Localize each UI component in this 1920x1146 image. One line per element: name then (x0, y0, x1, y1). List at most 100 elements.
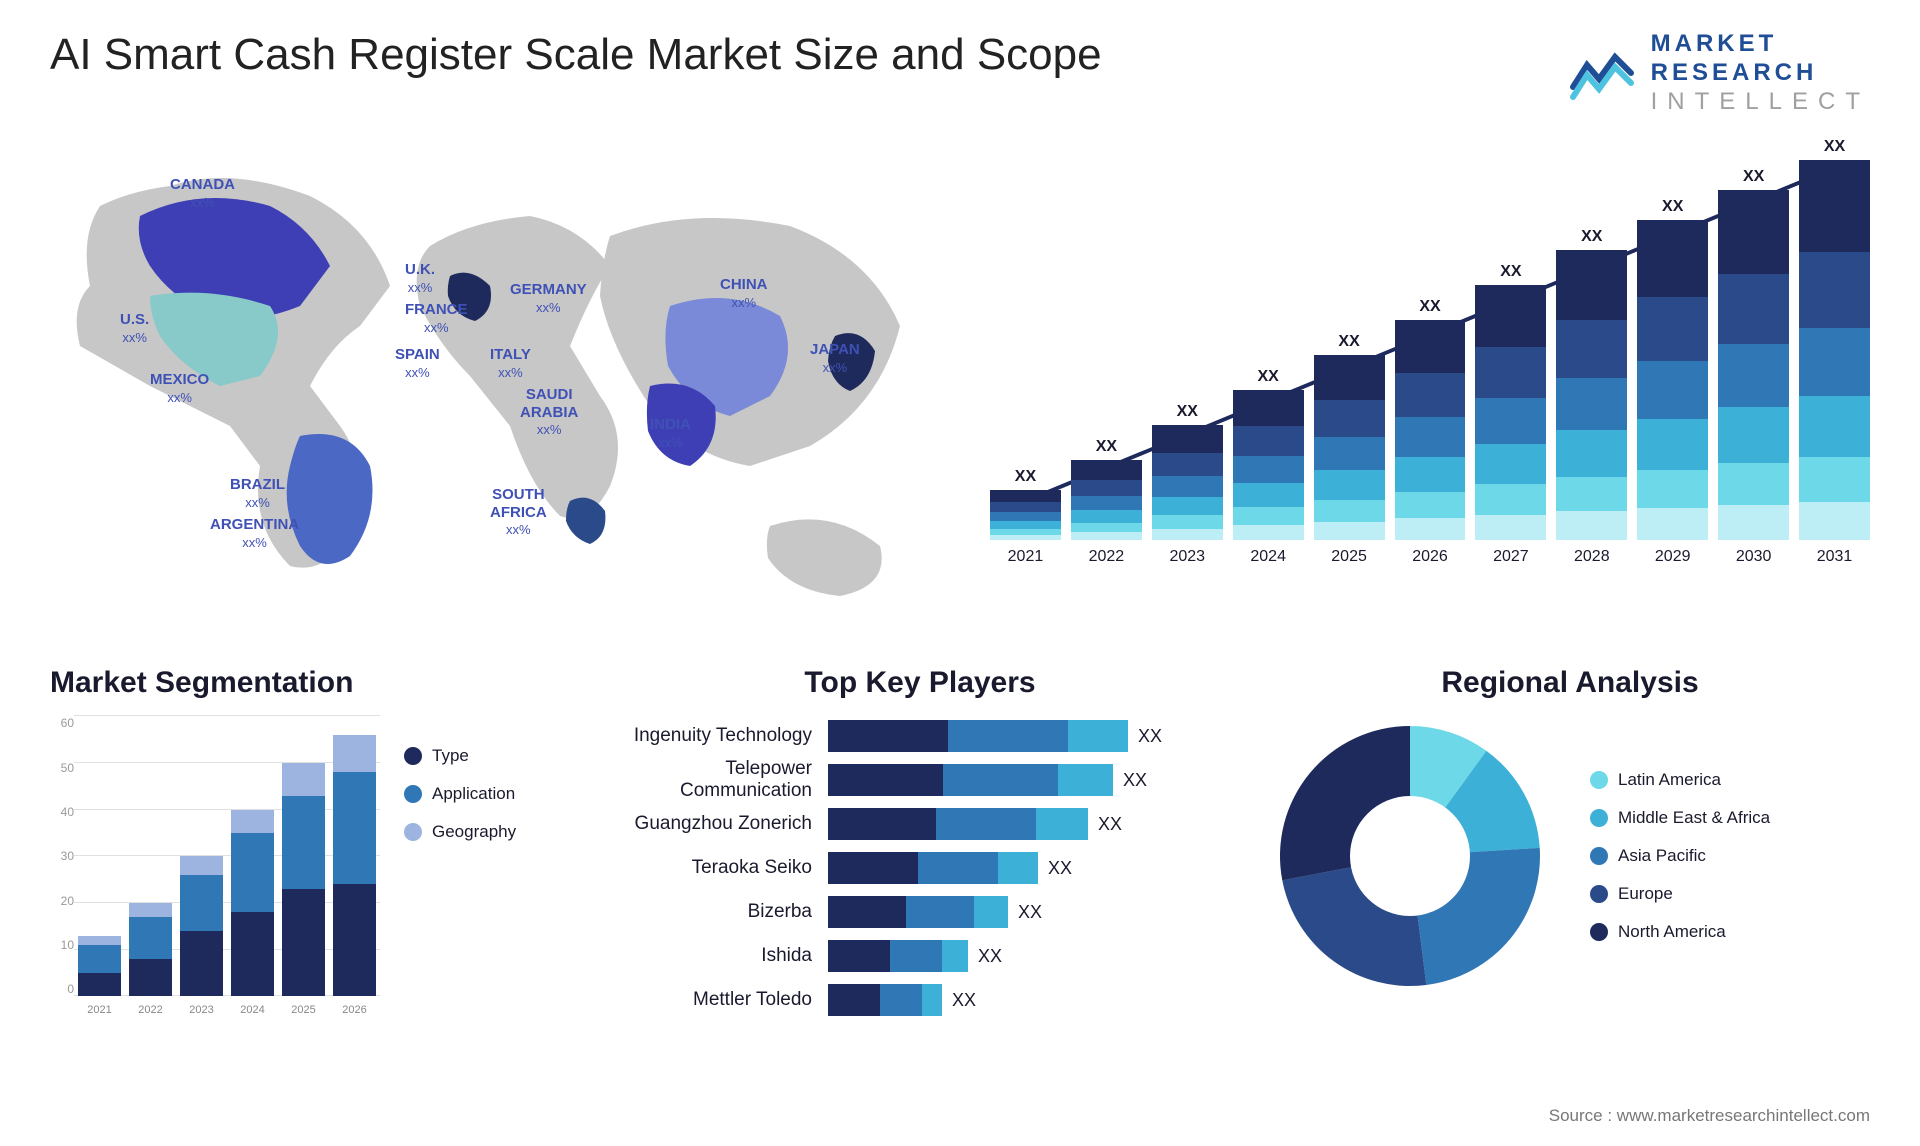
segmentation-chart: 0102030405060 202120222023202420252026 (50, 716, 380, 1016)
growth-bar-segment (1233, 390, 1304, 426)
logo-line2: RESEARCH (1651, 59, 1870, 88)
growth-bar-segment (1152, 529, 1223, 541)
growth-bar-segment (990, 535, 1061, 540)
logo-line1: MARKET (1651, 30, 1870, 59)
growth-bar-segment (1233, 483, 1304, 507)
map-label-germany: GERMANYxx% (510, 281, 587, 316)
growth-bar-segment (1071, 523, 1142, 533)
growth-bar-segment (1314, 500, 1385, 522)
growth-bar-segment (1718, 463, 1789, 505)
growth-bar-segment (1233, 426, 1304, 456)
map-label-south-africa: SOUTHAFRICAxx% (490, 486, 547, 538)
growth-bar-segment (1556, 430, 1627, 476)
growth-bar-segment (1556, 320, 1627, 378)
growth-bar-year: 2023 (1169, 548, 1205, 566)
growth-bar-2021: XX2021 (990, 468, 1061, 566)
growth-bar-2023: XX2023 (1152, 403, 1223, 566)
growth-bar-segment (1395, 417, 1466, 457)
growth-bar-chart: XX2021XX2022XX2023XX2024XX2025XX2026XX20… (990, 146, 1870, 626)
player-bar (828, 720, 1128, 752)
growth-bar-year: 2027 (1493, 548, 1529, 566)
segmentation-bar-2021 (78, 936, 121, 997)
player-bar (828, 852, 1038, 884)
growth-bar-segment (1152, 425, 1223, 453)
map-label-saudi-arabia: SAUDIARABIAxx% (520, 386, 578, 438)
segmentation-bar-segment (282, 796, 325, 889)
player-value: XX (1048, 858, 1072, 879)
growth-bar-segment (1475, 347, 1546, 398)
regional-legend-item: Middle East & Africa (1590, 808, 1770, 828)
player-value: XX (952, 990, 976, 1011)
growth-bar-segment (1314, 400, 1385, 437)
growth-bar-year: 2026 (1412, 548, 1448, 566)
player-value: XX (978, 946, 1002, 967)
growth-bar-segment (1395, 492, 1466, 518)
map-label-france: FRANCExx% (405, 301, 468, 336)
growth-bar-segment (1637, 508, 1708, 540)
growth-bar-value: XX (1500, 263, 1521, 281)
growth-bar-segment (1233, 507, 1304, 525)
growth-bar-2030: XX2030 (1718, 168, 1789, 566)
map-land (566, 498, 605, 544)
player-value: XX (1018, 902, 1042, 923)
player-value: XX (1098, 814, 1122, 835)
regional-legend: Latin AmericaMiddle East & AfricaAsia Pa… (1590, 770, 1770, 942)
growth-bar-segment (1314, 437, 1385, 470)
growth-bar-segment (1395, 457, 1466, 492)
growth-bar-segment (1637, 361, 1708, 419)
growth-bar-value: XX (1258, 368, 1279, 386)
brand-logo: MARKET RESEARCH INTELLECT (1569, 30, 1870, 116)
growth-bar-segment (1233, 456, 1304, 483)
map-label-u-s-: U.S.xx% (120, 311, 149, 346)
growth-bar-segment (1637, 419, 1708, 470)
growth-bar-segment (1556, 511, 1627, 540)
growth-bar-segment (1799, 160, 1870, 251)
growth-bar-segment (1799, 396, 1870, 457)
growth-bar-segment (1799, 252, 1870, 328)
player-bar (828, 940, 968, 972)
growth-bar-segment (990, 521, 1061, 529)
page-title: AI Smart Cash Register Scale Market Size… (50, 30, 1102, 80)
growth-bar-segment (1475, 285, 1546, 346)
segmentation-bar-segment (231, 833, 274, 912)
growth-bar-segment (1395, 518, 1466, 540)
map-label-japan: JAPANxx% (810, 341, 860, 376)
growth-bar-segment (1799, 457, 1870, 503)
segmentation-legend-item: Type (404, 746, 516, 766)
player-row: Bizerba XX (600, 892, 1240, 932)
top-key-players-panel: Top Key Players Ingenuity TechnologyXXTe… (600, 666, 1240, 1086)
segmentation-bar-segment (282, 763, 325, 796)
growth-bar-segment (1799, 502, 1870, 540)
growth-bar-segment (1556, 250, 1627, 320)
growth-bar-segment (1718, 407, 1789, 463)
player-name: Mettler Toledo (600, 989, 820, 1011)
growth-bar-segment (1637, 220, 1708, 297)
growth-bar-2026: XX2026 (1395, 298, 1466, 566)
growth-bar-2031: XX2031 (1799, 138, 1870, 566)
segmentation-bar-2024 (231, 810, 274, 997)
regional-legend-item: Latin America (1590, 770, 1770, 790)
growth-bar-segment (1556, 378, 1627, 430)
map-label-mexico: MEXICOxx% (150, 371, 209, 406)
player-name: Telepower Communication (600, 758, 820, 802)
map-label-india: INDIAxx% (650, 416, 691, 451)
growth-bar-segment (990, 490, 1061, 502)
growth-bar-2028: XX2028 (1556, 228, 1627, 566)
player-row: Teraoka SeikoXX (600, 848, 1240, 888)
segmentation-bar-segment (78, 945, 121, 973)
logo-line3: INTELLECT (1651, 88, 1870, 117)
map-land (767, 520, 882, 597)
growth-bar-segment (1071, 460, 1142, 479)
player-bar (828, 896, 1008, 928)
growth-bar-year: 2024 (1250, 548, 1286, 566)
growth-bar-segment (1071, 480, 1142, 496)
growth-bar-segment (1233, 525, 1304, 540)
growth-bar-year: 2029 (1655, 548, 1691, 566)
map-label-spain: SPAINxx% (395, 346, 440, 381)
growth-bar-segment (1475, 444, 1546, 485)
growth-bar-value: XX (1015, 468, 1036, 486)
market-segmentation-panel: Market Segmentation 0102030405060 202120… (50, 666, 570, 1086)
player-name: Bizerba (600, 901, 820, 923)
growth-bar-year: 2025 (1331, 548, 1367, 566)
regional-analysis-panel: Regional Analysis Latin AmericaMiddle Ea… (1270, 666, 1870, 1086)
